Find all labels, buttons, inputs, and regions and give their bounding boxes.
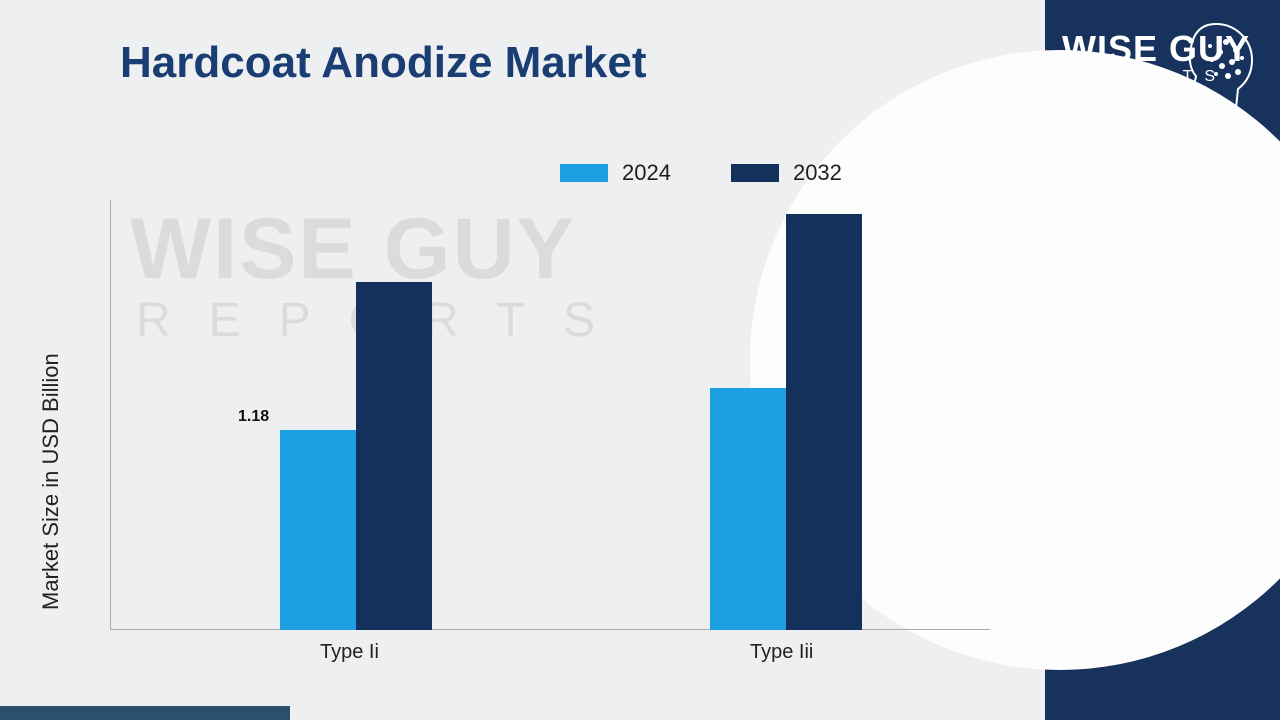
y-axis xyxy=(110,200,111,630)
legend: 2024 2032 xyxy=(560,160,842,186)
head-dots-icon xyxy=(1176,22,1256,112)
chart-area: 1.18 Type Ii Type Iii xyxy=(110,200,990,630)
y-axis-label: Market Size in USD Billion xyxy=(38,353,64,610)
legend-label: 2024 xyxy=(622,160,671,186)
bar xyxy=(710,388,786,630)
category-label: Type Iii xyxy=(750,641,813,664)
bar xyxy=(786,214,862,630)
page-title: Hardcoat Anodize Market xyxy=(120,38,646,88)
bar xyxy=(280,430,356,630)
bar-value-label: 1.18 xyxy=(238,408,269,426)
bar xyxy=(356,282,432,630)
legend-item: 2024 xyxy=(560,160,671,186)
bottom-accent-strip xyxy=(0,706,290,720)
legend-swatch xyxy=(560,164,608,182)
category-label: Type Ii xyxy=(320,641,379,664)
legend-item: 2032 xyxy=(731,160,842,186)
legend-label: 2032 xyxy=(793,160,842,186)
brand-logo: WISE GUY REPORTS xyxy=(1062,28,1250,86)
legend-swatch xyxy=(731,164,779,182)
